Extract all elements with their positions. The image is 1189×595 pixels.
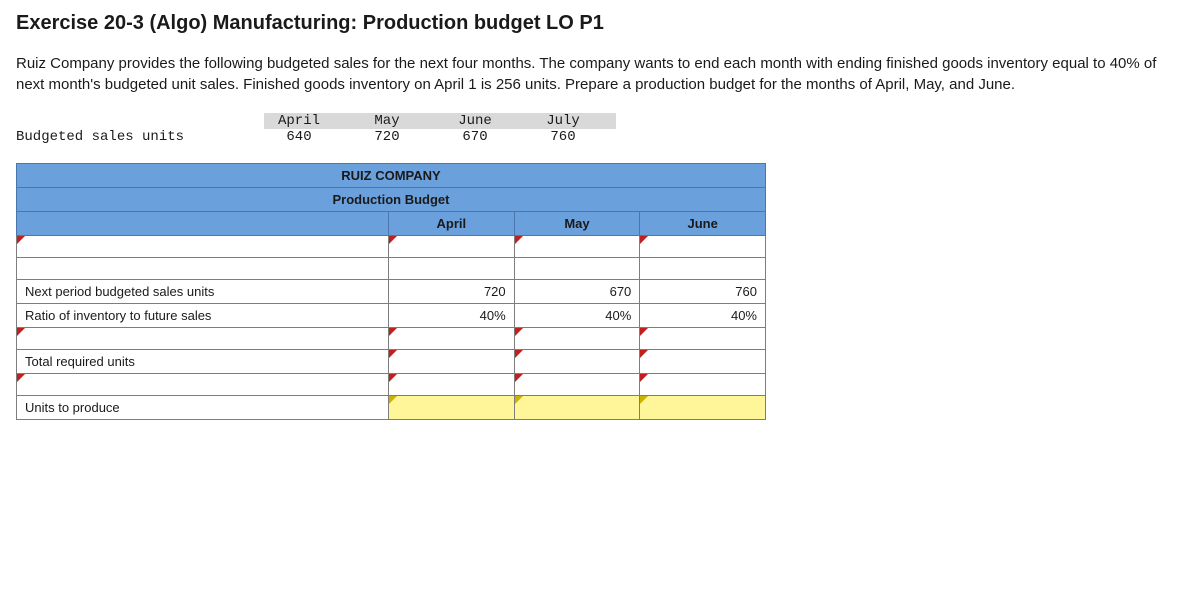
row-label-dropdown[interactable] xyxy=(17,374,389,396)
row-label: Next period budgeted sales units xyxy=(17,280,389,304)
value-cell[interactable] xyxy=(388,396,514,420)
value-cell[interactable]: 720 xyxy=(388,280,514,304)
budget-title: Production Budget xyxy=(17,188,766,212)
table-row: Total required units xyxy=(17,350,766,374)
value-cell[interactable] xyxy=(388,258,514,280)
value-cell[interactable] xyxy=(514,374,640,396)
value-cell[interactable] xyxy=(388,350,514,374)
budgeted-sales-table: April May June July Budgeted sales units… xyxy=(16,113,616,145)
row-label: Units to produce xyxy=(17,396,389,420)
value-cell[interactable]: 40% xyxy=(388,304,514,328)
row-label: Ratio of inventory to future sales xyxy=(17,304,389,328)
sales-month-header: May xyxy=(352,113,440,129)
sales-month-header: July xyxy=(528,113,616,129)
sales-month-header: April xyxy=(264,113,352,129)
value-cell[interactable] xyxy=(388,328,514,350)
production-budget-table: RUIZ COMPANY Production Budget April May… xyxy=(16,163,766,420)
table-row: Next period budgeted sales units 720 670… xyxy=(17,280,766,304)
value-cell[interactable] xyxy=(514,350,640,374)
value-cell[interactable] xyxy=(514,328,640,350)
row-label-dropdown[interactable] xyxy=(17,236,389,258)
value-cell[interactable] xyxy=(640,258,766,280)
col-header: June xyxy=(640,212,766,236)
exercise-heading: Exercise 20-3 (Algo) Manufacturing: Prod… xyxy=(16,12,1173,35)
sales-row-label: Budgeted sales units xyxy=(16,129,264,145)
sales-value: 640 xyxy=(264,129,352,145)
value-cell[interactable] xyxy=(514,236,640,258)
sales-value: 670 xyxy=(440,129,528,145)
col-header-blank xyxy=(17,212,389,236)
value-cell[interactable] xyxy=(640,328,766,350)
value-cell[interactable] xyxy=(388,374,514,396)
value-cell[interactable] xyxy=(640,236,766,258)
value-cell[interactable] xyxy=(514,396,640,420)
table-row xyxy=(17,328,766,350)
col-header: May xyxy=(514,212,640,236)
value-cell[interactable] xyxy=(388,236,514,258)
table-row xyxy=(17,374,766,396)
value-cell[interactable] xyxy=(514,258,640,280)
company-name: RUIZ COMPANY xyxy=(17,164,766,188)
sales-value: 760 xyxy=(528,129,616,145)
value-cell[interactable] xyxy=(640,396,766,420)
table-row: Units to produce xyxy=(17,396,766,420)
col-header: April xyxy=(388,212,514,236)
row-label: Total required units xyxy=(17,350,389,374)
value-cell[interactable]: 760 xyxy=(640,280,766,304)
sales-value: 720 xyxy=(352,129,440,145)
value-cell[interactable]: 670 xyxy=(514,280,640,304)
table-row xyxy=(17,258,766,280)
value-cell[interactable]: 40% xyxy=(514,304,640,328)
table-row xyxy=(17,236,766,258)
sales-month-header: June xyxy=(440,113,528,129)
row-label-dropdown[interactable] xyxy=(17,328,389,350)
row-label[interactable] xyxy=(17,258,389,280)
table-row: Ratio of inventory to future sales 40% 4… xyxy=(17,304,766,328)
value-cell[interactable]: 40% xyxy=(640,304,766,328)
exercise-prompt: Ruiz Company provides the following budg… xyxy=(16,53,1173,95)
value-cell[interactable] xyxy=(640,350,766,374)
value-cell[interactable] xyxy=(640,374,766,396)
